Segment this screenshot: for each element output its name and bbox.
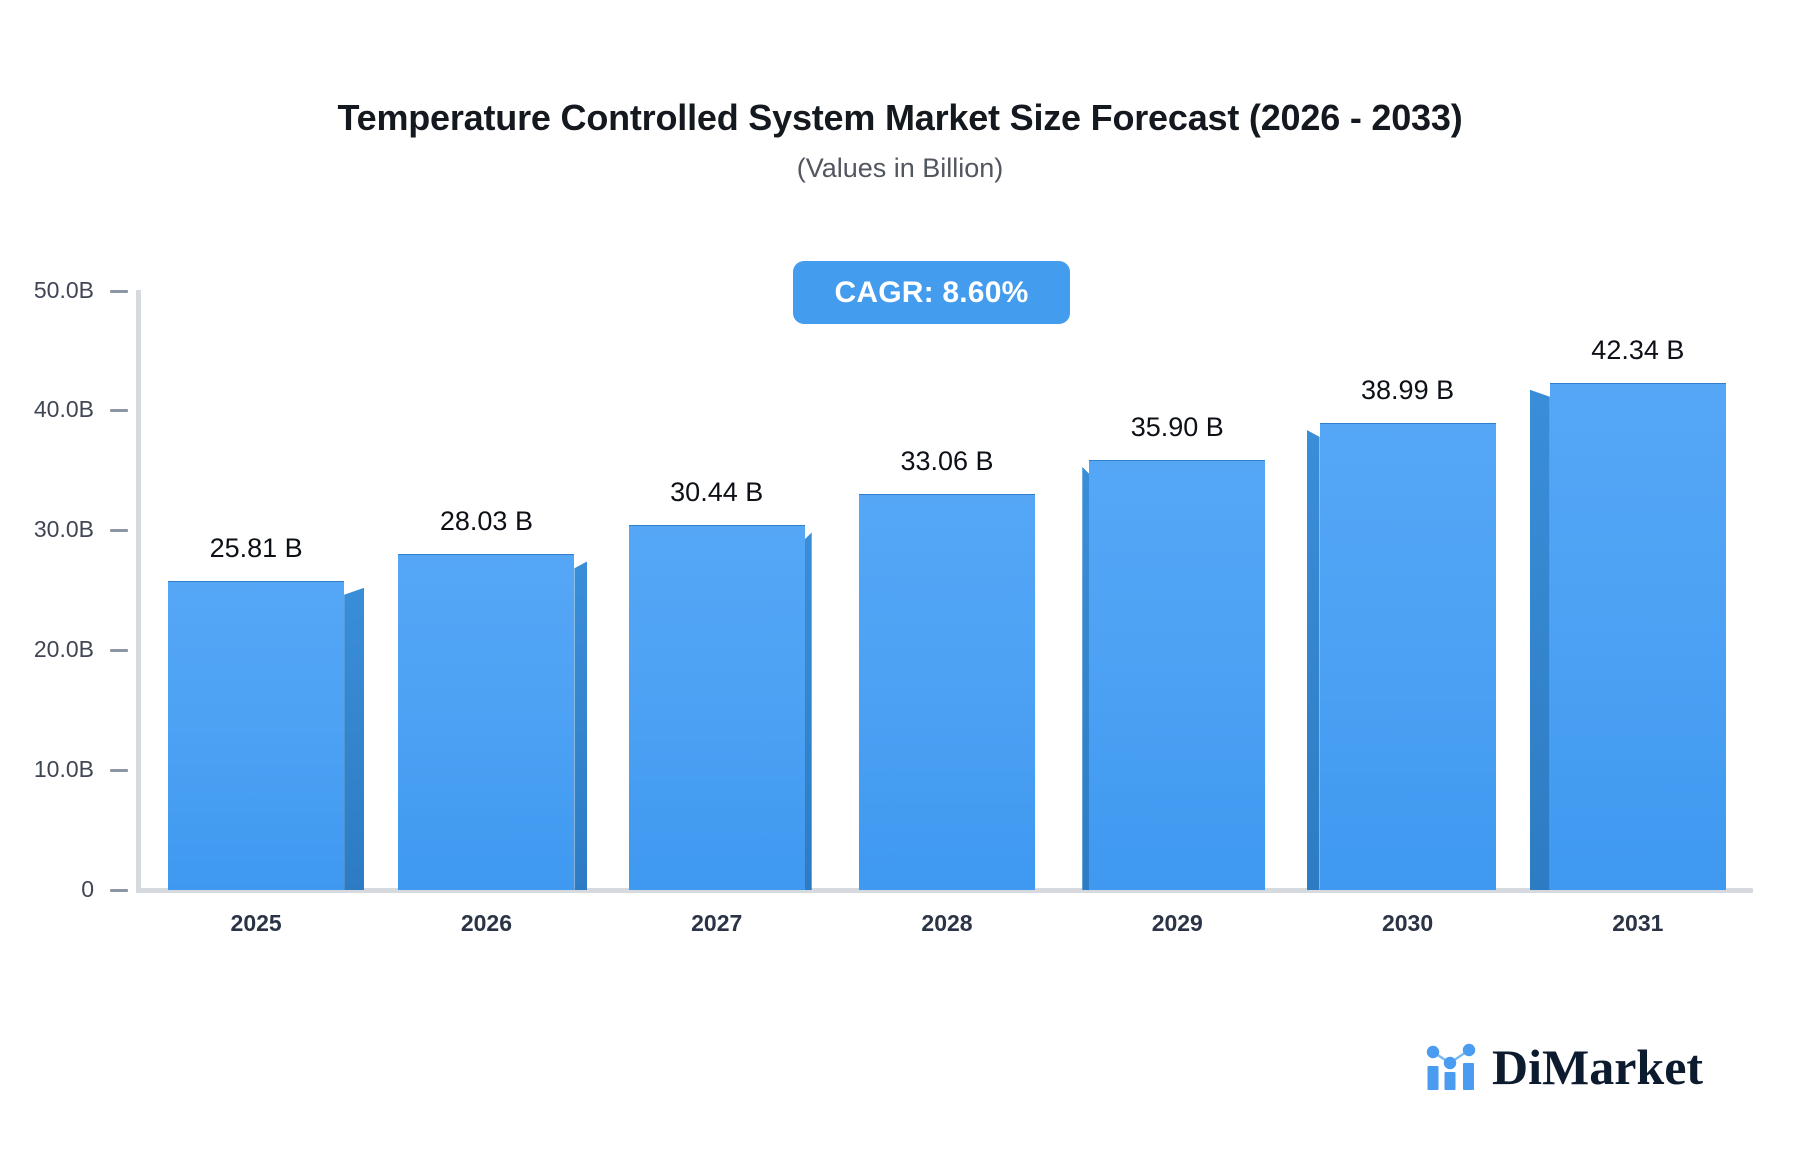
bar-value-label: 25.81 B <box>209 532 303 563</box>
x-axis-tick-label: 2026 <box>460 910 512 936</box>
bar[interactable] <box>1069 446 1285 890</box>
bar-front-face <box>628 525 805 890</box>
y-axis-tick-mark <box>110 289 128 293</box>
bar-front-face <box>398 554 575 890</box>
chart-header: Temperature Controlled System Market Siz… <box>0 0 1800 183</box>
x-axis-tick-label: 2031 <box>1612 910 1664 936</box>
cagr-badge-label: CAGR: 8.60% <box>834 275 1029 309</box>
bar-side-face <box>1082 466 1090 890</box>
bar-value-label: 38.99 B <box>1361 374 1455 405</box>
dimarket-logo: DiMarket <box>1424 1042 1703 1092</box>
bar-value-label: 30.44 B <box>670 477 764 508</box>
y-axis-tick-mark <box>110 888 128 892</box>
y-axis-tick-mark <box>110 648 128 652</box>
x-axis-tick-label: 2028 <box>921 910 973 936</box>
bar-side-face <box>1529 389 1550 890</box>
x-axis-tick-label: 2030 <box>1381 910 1434 936</box>
y-axis-tick-label: 0 <box>81 875 94 902</box>
bar[interactable] <box>148 567 365 890</box>
bar[interactable] <box>1529 369 1746 890</box>
x-axis-tick-label: 2025 <box>230 910 282 936</box>
y-axis-tick-label: 10.0B <box>33 755 94 782</box>
bar-side-face <box>1306 429 1320 890</box>
bar-front-face <box>859 493 1035 890</box>
bar-value-label: 28.03 B <box>439 506 533 537</box>
bar-value-label: 42.34 B <box>1591 334 1685 365</box>
y-axis-tick-mark <box>110 409 128 413</box>
y-axis-line <box>136 290 141 893</box>
x-axis-tick-label: 2029 <box>1151 910 1203 936</box>
bar-front-face <box>1319 422 1496 890</box>
page-title: Temperature Controlled System Market Siz… <box>337 97 1463 138</box>
bar-side-face <box>574 561 588 890</box>
bar[interactable] <box>609 511 825 890</box>
x-axis-tick-label: 2027 <box>691 910 743 936</box>
bar-front-face <box>1549 382 1726 890</box>
bar-chart-icon <box>1424 1042 1478 1092</box>
y-axis-tick-mark <box>110 529 128 533</box>
bar-front-face <box>168 580 345 890</box>
chart-subtitle: (Values in Billion) <box>796 152 1004 183</box>
bar[interactable] <box>378 540 594 890</box>
bar-value-label: 35.90 B <box>1130 411 1224 442</box>
cagr-badge: CAGR: 8.60% <box>793 261 1070 324</box>
bar-front-face <box>1089 459 1266 890</box>
y-axis-tick-label: 20.0B <box>33 635 94 662</box>
bar-value-label: 33.06 B <box>900 445 994 476</box>
y-axis-tick-label: 30.0B <box>33 516 94 543</box>
bar-side-face <box>804 532 812 890</box>
y-axis-tick-mark <box>110 768 128 772</box>
x-axis-line <box>136 888 1753 893</box>
y-axis-tick-label: 40.0B <box>33 396 94 423</box>
y-axis-tick-label: 50.0B <box>33 276 94 303</box>
logo-text: DiMarket <box>1492 1039 1704 1095</box>
bar[interactable] <box>1300 409 1516 890</box>
bar-side-face <box>344 587 365 890</box>
bar[interactable] <box>839 480 1055 890</box>
